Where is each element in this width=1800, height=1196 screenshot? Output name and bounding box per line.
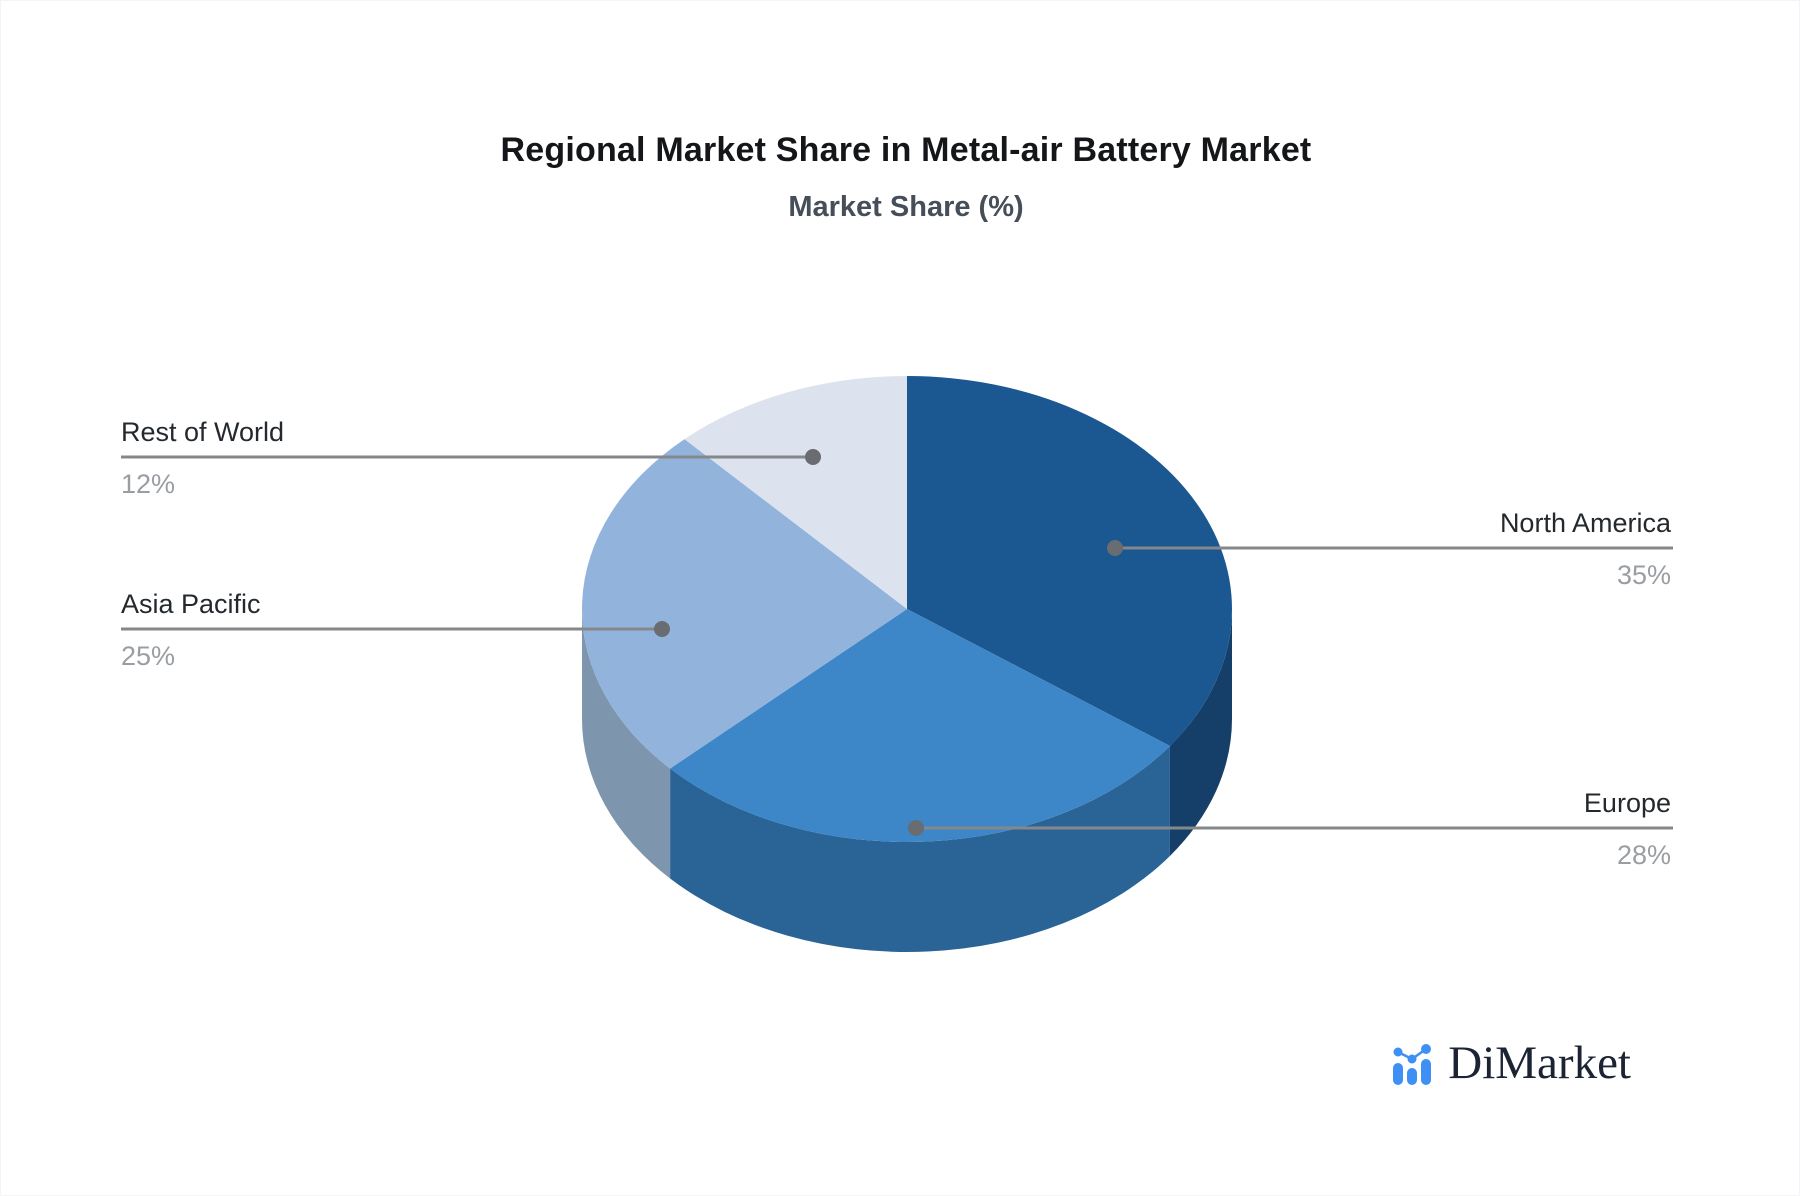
logo-bar [1393, 1063, 1404, 1085]
logo-text: DiMarket [1448, 1037, 1631, 1089]
bar-chart-with-dots-logo-icon [1393, 1044, 1432, 1085]
pie-slice-north-america[interactable] [907, 376, 1232, 746]
chart-subtitle: Market Share (%) [788, 191, 1024, 223]
leader-dot-north-america [1107, 540, 1123, 556]
pie-slice-side-europe [670, 745, 1170, 952]
logo-dot [1407, 1054, 1417, 1064]
pie-slice-rest-of-world[interactable] [684, 376, 907, 609]
logo-dot [1393, 1047, 1403, 1057]
leader-dot-rest-of-world [805, 449, 821, 465]
dimarket-logo[interactable]: DiMarket [1392, 1037, 1631, 1089]
logo-bar [1407, 1068, 1418, 1085]
logo-bar [1421, 1059, 1432, 1085]
pie-slice-side-north-america [1169, 609, 1232, 856]
leader-dot-europe [908, 820, 924, 836]
pie-slice-side-asia-pacific [582, 609, 671, 879]
leader-dot-asia-pacific [654, 621, 670, 637]
pie-slice-europe[interactable] [670, 609, 1170, 842]
logo-dot [1421, 1044, 1432, 1054]
chart-title: Regional Market Share in Metal-air Batte… [500, 131, 1312, 169]
pie-slice-asia-pacific[interactable] [582, 439, 907, 769]
